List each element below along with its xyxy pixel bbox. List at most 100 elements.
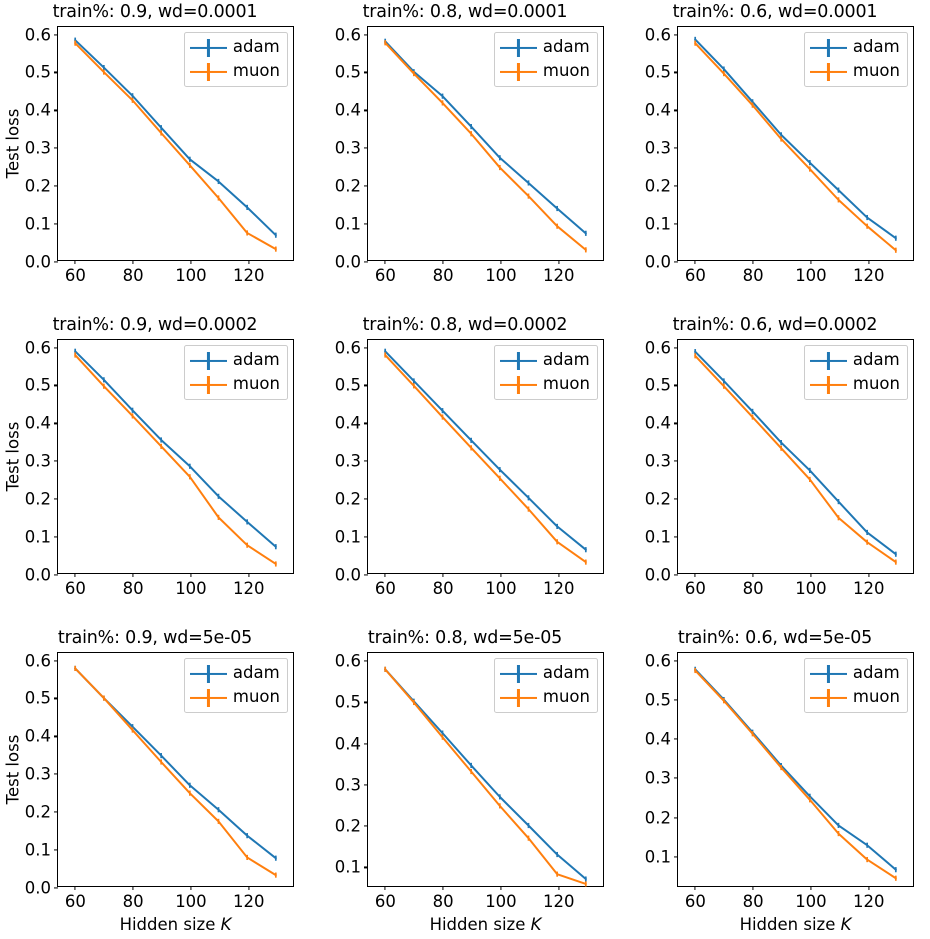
legend-item[interactable]: muon — [189, 374, 280, 395]
y-tick-label: 0.6 — [644, 25, 671, 45]
x-tick-mark — [558, 260, 560, 265]
x-tick-label: 120 — [233, 892, 265, 911]
y-tick-label: 0.0 — [24, 565, 51, 585]
y-tick-label: 0.3 — [24, 451, 51, 471]
x-tick-label: 100 — [795, 892, 827, 911]
x-tick-label: 80 — [432, 266, 454, 285]
legend-errorbar-icon — [189, 62, 227, 81]
legend-label: muon — [852, 374, 900, 394]
series-container — [384, 38, 587, 253]
subplot-panel: train%: 0.9, wd=0.0002 0.0 0.1 0.2 0.3 0.4 0.5… — [0, 313, 310, 626]
legend-item[interactable]: adam — [189, 37, 280, 58]
legend-cap-swatch — [207, 38, 210, 57]
legend-cap-swatch — [207, 688, 210, 707]
legend-item[interactable]: muon — [189, 61, 280, 82]
series-line-adam — [384, 668, 587, 881]
x-tick-label: 120 — [853, 579, 885, 598]
series-line-muon — [694, 669, 897, 880]
subplot-title: train%: 0.8, wd=5e-05 — [367, 628, 563, 648]
y-tick-mark — [53, 109, 58, 111]
x-tick-mark — [500, 573, 502, 578]
y-tick-mark — [363, 347, 368, 349]
legend[interactable]: adam muon — [183, 658, 288, 713]
x-tick-label: 120 — [543, 892, 575, 911]
legend-item[interactable]: adam — [809, 350, 900, 371]
y-tick-mark — [53, 697, 58, 700]
legend-item[interactable]: adam — [499, 350, 590, 371]
y-tick-mark — [673, 71, 678, 74]
legend-item[interactable]: muon — [189, 687, 280, 708]
legend-item[interactable]: adam — [499, 663, 590, 684]
legend-label: muon — [542, 374, 590, 394]
y-tick-label: 0.3 — [644, 138, 671, 158]
y-tick-label: 0.5 — [24, 375, 51, 395]
y-tick-mark — [673, 223, 678, 225]
legend[interactable]: adam muon — [803, 345, 908, 400]
y-tick-label: 0.5 — [644, 690, 671, 710]
legend[interactable]: adam muon — [493, 32, 598, 87]
y-tick-mark — [673, 185, 678, 187]
y-tick-mark — [673, 384, 678, 387]
legend-label: adam — [232, 37, 280, 57]
y-tick-label: 0.3 — [334, 451, 361, 471]
x-tick-label: 120 — [543, 579, 575, 598]
legend-cap-swatch — [827, 351, 830, 370]
series-line-adam — [384, 350, 587, 551]
series-line-adam — [74, 39, 277, 237]
y-tick-mark — [53, 498, 58, 500]
legend-item[interactable]: muon — [809, 61, 900, 82]
y-tick-mark — [53, 887, 58, 889]
legend-item[interactable]: muon — [499, 374, 590, 395]
subplot-title: train%: 0.6, wd=0.0002 — [672, 315, 878, 335]
x-tick-label: 60 — [684, 579, 706, 598]
x-tick-mark — [558, 573, 560, 578]
y-tick-label: 0.6 — [644, 338, 671, 358]
legend-item[interactable]: adam — [809, 663, 900, 684]
y-tick-mark — [53, 34, 58, 36]
x-tick-mark — [74, 260, 76, 265]
x-tick-mark — [248, 573, 250, 578]
y-tick-label: 0.2 — [24, 176, 51, 196]
y-tick-label: 0.4 — [334, 734, 361, 754]
x-tick-mark — [442, 573, 444, 578]
y-tick-mark — [363, 866, 368, 868]
legend[interactable]: adam muon — [803, 658, 908, 713]
x-axis-label: Hidden size K — [367, 915, 604, 934]
legend-label: muon — [232, 61, 280, 81]
series-line-adam — [694, 38, 897, 240]
legend-item[interactable]: muon — [809, 374, 900, 395]
x-tick-label: 60 — [64, 892, 86, 911]
y-tick-mark — [673, 34, 678, 36]
legend[interactable]: adam muon — [493, 345, 598, 400]
legend-cap-swatch — [517, 375, 520, 394]
y-tick-mark — [53, 735, 58, 737]
legend[interactable]: adam muon — [183, 32, 288, 87]
legend[interactable]: adam muon — [493, 658, 598, 713]
legend-item[interactable]: adam — [809, 37, 900, 58]
y-tick-mark — [363, 223, 368, 225]
legend-item[interactable]: adam — [499, 37, 590, 58]
legend-item[interactable]: muon — [809, 687, 900, 708]
legend-cap-swatch — [827, 688, 830, 707]
legend-label: adam — [542, 663, 590, 683]
x-axis-label: Hidden size K — [677, 915, 914, 934]
series-line-adam — [694, 350, 897, 556]
legend-errorbar-icon — [499, 62, 537, 81]
x-tick-label: 80 — [742, 892, 764, 911]
y-tick-label: 0.2 — [334, 816, 361, 836]
y-tick-mark — [53, 261, 58, 263]
legend-item[interactable]: muon — [499, 687, 590, 708]
legend[interactable]: adam muon — [803, 32, 908, 87]
legend-cap-swatch — [207, 62, 210, 81]
x-tick-label: 80 — [742, 579, 764, 598]
legend-item[interactable]: adam — [189, 350, 280, 371]
subplot-title: train%: 0.9, wd=0.0001 — [52, 2, 258, 22]
legend-cap-swatch — [827, 62, 830, 81]
legend-item[interactable]: adam — [189, 663, 280, 684]
legend[interactable]: adam muon — [183, 345, 288, 400]
y-tick-mark — [363, 384, 368, 387]
legend-label: muon — [232, 687, 280, 707]
legend-errorbar-icon — [189, 664, 227, 683]
legend-item[interactable]: muon — [499, 61, 590, 82]
y-tick-mark — [363, 71, 368, 74]
